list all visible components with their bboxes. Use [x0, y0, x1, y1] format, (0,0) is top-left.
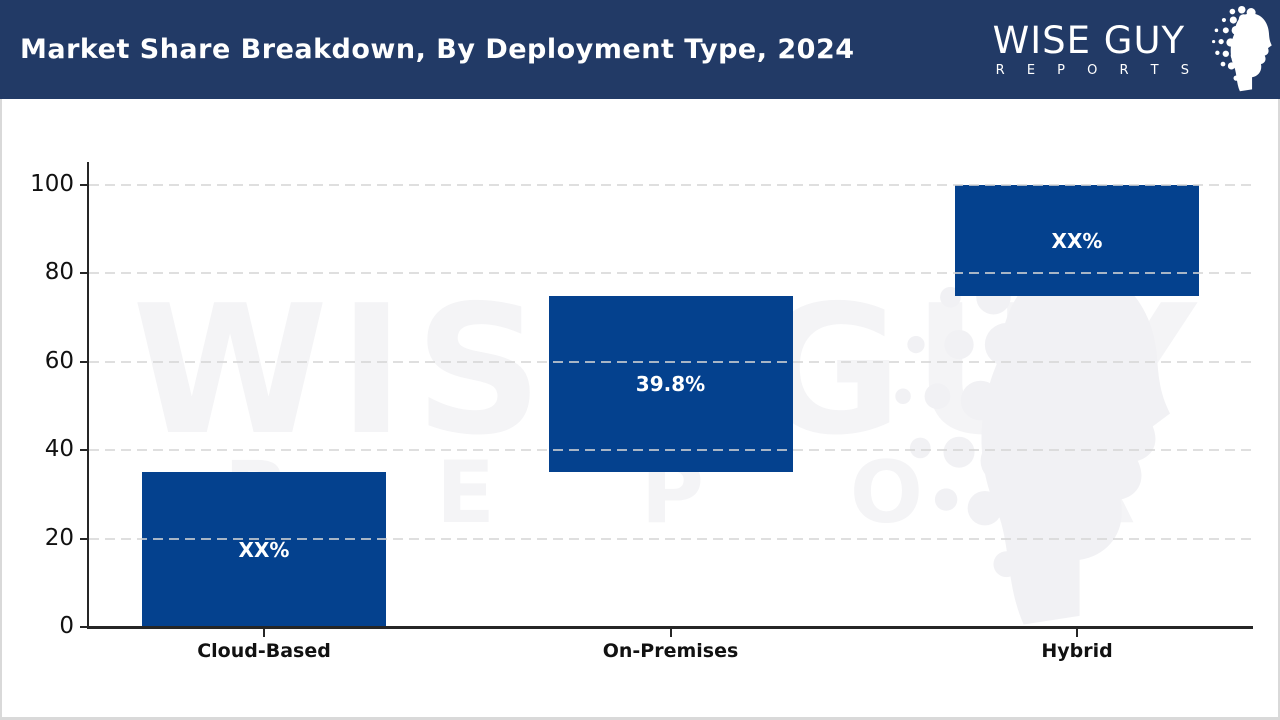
x-tick-mark-cloud-based — [263, 629, 265, 637]
y-tick-label-60: 60 — [44, 347, 74, 374]
gridline-20 — [89, 537, 1253, 540]
window-left-edge — [0, 99, 2, 720]
bar-value-label-hybrid: XX% — [1051, 228, 1103, 253]
x-tick-mark-hybrid — [1076, 629, 1078, 637]
y-tick-mark-0 — [80, 626, 88, 628]
x-axis-line — [87, 626, 1253, 629]
y-tick-label-40: 40 — [44, 436, 74, 463]
y-tick-label-0: 0 — [59, 613, 74, 639]
bar-cloud-based — [142, 472, 386, 627]
window-right-edge — [1278, 99, 1280, 720]
x-tick-label-on-premises: On-Premises — [602, 640, 739, 662]
chart-title: Market Share Breakdown, By Deployment Ty… — [20, 34, 855, 65]
bar-value-label-on-premises: 39.8% — [635, 372, 706, 397]
x-tick-mark-on-premises — [669, 629, 672, 637]
y-tick-mark-100 — [80, 184, 88, 187]
y-tick-mark-20 — [80, 537, 88, 540]
y-tick-mark-60 — [80, 360, 88, 363]
gridline-80 — [89, 272, 1253, 275]
y-tick-label-100: 100 — [30, 171, 74, 198]
x-tick-label-cloud-based: Cloud-Based — [197, 640, 331, 662]
y-tick-mark-40 — [80, 449, 88, 452]
gridline-60 — [89, 360, 1253, 363]
brand-logo-text: WISE GUY R E P O R T S — [992, 18, 1198, 78]
y-axis-line — [87, 162, 89, 629]
y-tick-label-80: 80 — [44, 259, 74, 286]
brand-logo: WISE GUY R E P O R T S — [993, 2, 1274, 97]
watermark-face-dots-icon — [895, 231, 1170, 625]
gridline-100 — [89, 184, 1253, 187]
x-tick-label-hybrid: Hybrid — [1041, 640, 1113, 662]
bar-on-premises — [548, 296, 793, 473]
brand-subtitle: R E P O R T S — [995, 62, 1198, 78]
brand-face-logo-icon — [1212, 5, 1272, 91]
bar-hybrid — [955, 185, 1199, 297]
y-tick-label-20: 20 — [44, 524, 74, 551]
header-bar: Market Share Breakdown, By Deployment Ty… — [0, 0, 1280, 99]
y-tick-mark-80 — [80, 272, 88, 275]
brand-name: WISE GUY — [992, 18, 1186, 62]
gridline-40 — [89, 449, 1253, 452]
bar-value-label-cloud-based: XX% — [238, 537, 290, 562]
window-bottom-edge — [0, 717, 1280, 720]
